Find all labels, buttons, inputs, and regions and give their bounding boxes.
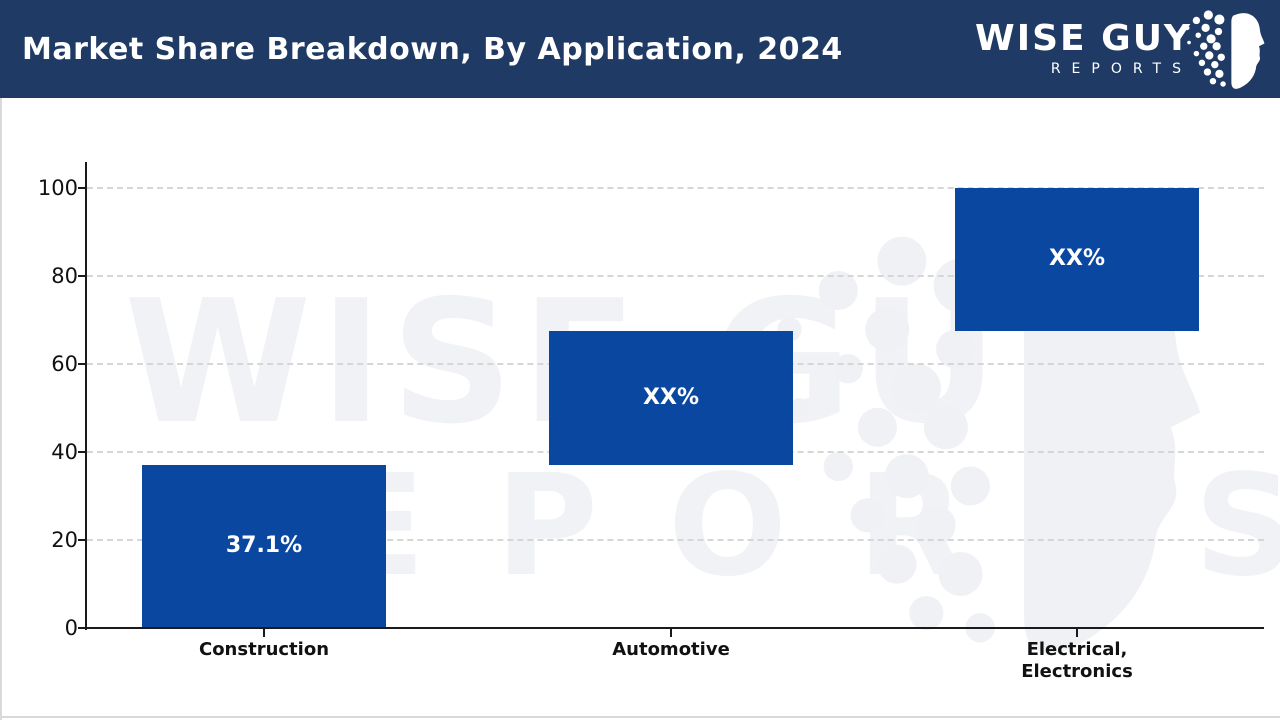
logo-text: WISE GUY REPORTS xyxy=(975,20,1192,78)
left-border-line xyxy=(0,98,2,720)
y-tick-label-40: 40 xyxy=(51,439,78,464)
y-tick-mark-0 xyxy=(78,627,87,629)
x-tick-mark-1 xyxy=(263,629,265,637)
logo-brand-subtitle: REPORTS xyxy=(1050,61,1192,77)
gridline-20 xyxy=(87,538,1264,541)
wise-guy-reports-logo: WISE GUY REPORTS xyxy=(975,6,1270,92)
gridline-80 xyxy=(87,274,1264,277)
y-tick-mark-100 xyxy=(78,186,87,189)
y-tick-mark-40 xyxy=(78,450,87,453)
x-axis-line xyxy=(85,627,1264,629)
y-tick-label-0: 0 xyxy=(64,616,78,640)
x-category-label-2: Automotive xyxy=(521,639,821,661)
y-tick-mark-80 xyxy=(78,274,87,277)
bottom-border-line xyxy=(0,716,1280,718)
x-category-label-line: Construction xyxy=(198,639,330,660)
chart-title: Market Share Breakdown, By Application, … xyxy=(22,31,843,67)
bar-value-label-2: XX% xyxy=(643,384,699,410)
x-category-label-line: Electrical, xyxy=(1026,639,1128,660)
header-bar: Market Share Breakdown, By Application, … xyxy=(0,0,1280,98)
bar-1 xyxy=(142,464,386,628)
x-tick-mark-3 xyxy=(1076,629,1078,637)
y-tick-label-80: 80 xyxy=(51,263,78,288)
y-tick-label-60: 60 xyxy=(51,351,78,376)
bar-value-label-1: 37.1% xyxy=(225,533,303,559)
y-tick-label-20: 20 xyxy=(51,527,78,552)
y-tick-mark-20 xyxy=(78,538,87,541)
x-category-label-line: Automotive xyxy=(612,639,730,660)
y-tick-label-100: 100 xyxy=(37,175,78,200)
x-category-label-1: Construction xyxy=(114,639,414,661)
gridline-100 xyxy=(87,186,1264,189)
logo-face-icon xyxy=(1184,10,1265,89)
y-axis-line xyxy=(85,162,87,630)
bar-value-label-3: XX% xyxy=(1049,246,1105,272)
x-category-label-3: Electrical, Electronics xyxy=(927,639,1227,683)
logo-brand-name: WISE GUY xyxy=(974,18,1192,59)
bar-2 xyxy=(549,330,793,465)
x-category-label-line: Electronics xyxy=(1021,661,1133,682)
x-tick-mark-2 xyxy=(670,629,672,637)
y-tick-mark-60 xyxy=(78,362,87,365)
